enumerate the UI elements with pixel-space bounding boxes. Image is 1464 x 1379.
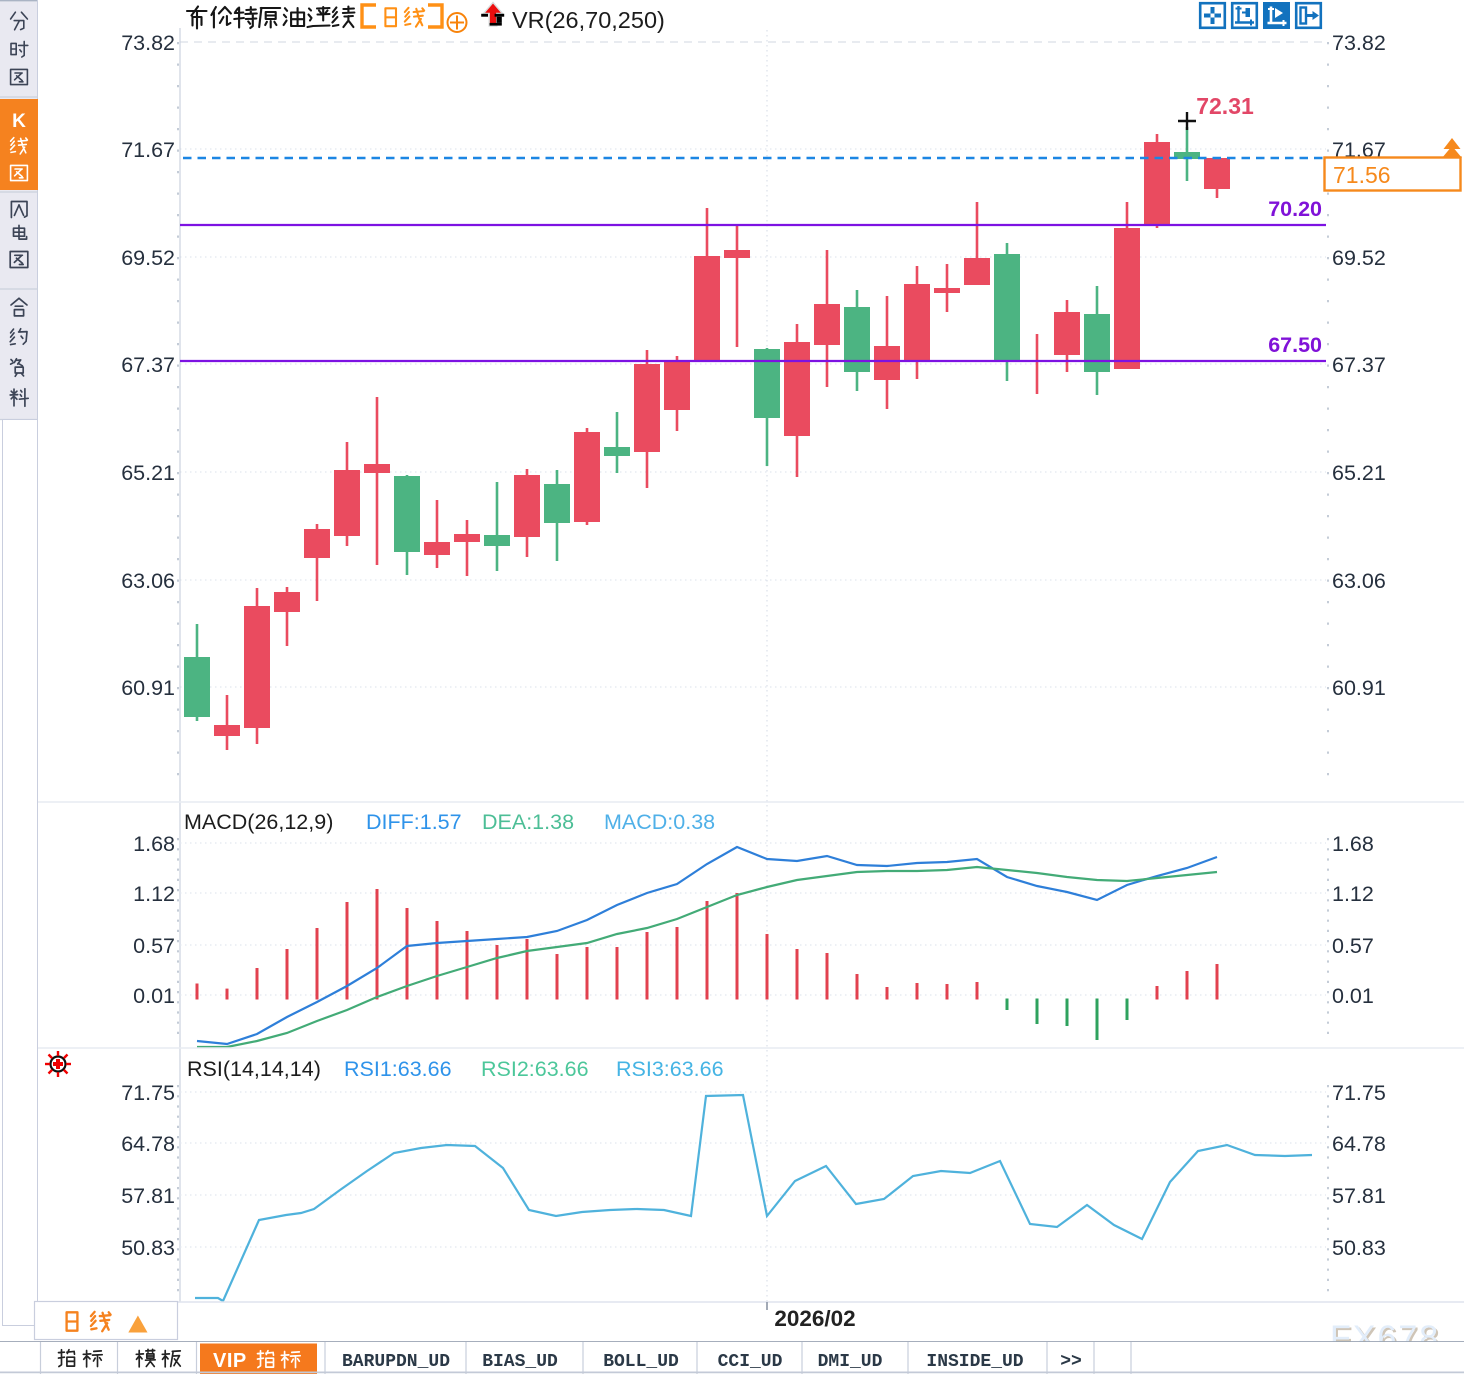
svg-text:50.83: 50.83	[1332, 1236, 1386, 1260]
svg-text:65.21: 65.21	[121, 461, 175, 485]
svg-text:RSI1:63.66: RSI1:63.66	[344, 1057, 452, 1081]
svg-text:72.31: 72.31	[1196, 93, 1254, 119]
svg-text:BIAS_UD: BIAS_UD	[482, 1352, 558, 1372]
svg-text:DMI_UD: DMI_UD	[818, 1352, 883, 1372]
svg-text:69.52: 69.52	[1332, 246, 1386, 270]
svg-text:60.91: 60.91	[121, 676, 175, 700]
svg-text:0.57: 0.57	[1332, 934, 1374, 958]
svg-text:71.67: 71.67	[121, 138, 175, 162]
svg-text:71.56: 71.56	[1333, 162, 1391, 188]
svg-text:1.68: 1.68	[1332, 832, 1374, 856]
svg-text:BARUPDN_UD: BARUPDN_UD	[342, 1352, 450, 1372]
svg-text:K: K	[12, 111, 26, 132]
svg-text:RSI(14,14,14): RSI(14,14,14)	[187, 1057, 321, 1081]
svg-text:73.82: 73.82	[1332, 31, 1386, 55]
svg-text:2026/02: 2026/02	[774, 1306, 855, 1331]
svg-text:DEA:1.38: DEA:1.38	[482, 810, 574, 834]
svg-text:63.06: 63.06	[1332, 569, 1386, 593]
svg-text:60.91: 60.91	[1332, 676, 1386, 700]
svg-text:MACD:0.38: MACD:0.38	[604, 810, 715, 834]
svg-text:0.01: 0.01	[133, 984, 175, 1008]
svg-text:71.75: 71.75	[1332, 1081, 1386, 1105]
svg-text:50.83: 50.83	[121, 1236, 175, 1260]
svg-text:67.50: 67.50	[1268, 333, 1322, 357]
svg-text:RSI2:63.66: RSI2:63.66	[481, 1057, 589, 1081]
svg-text:63.06: 63.06	[121, 569, 175, 593]
svg-text:57.81: 57.81	[1332, 1184, 1386, 1208]
svg-text:0.01: 0.01	[1332, 984, 1374, 1008]
svg-text:57.81: 57.81	[121, 1184, 175, 1208]
svg-text:64.78: 64.78	[1332, 1132, 1386, 1156]
svg-text:73.82: 73.82	[121, 31, 175, 55]
svg-text:71.75: 71.75	[121, 1081, 175, 1105]
svg-text:RSI3:63.66: RSI3:63.66	[616, 1057, 724, 1081]
svg-text:70.20: 70.20	[1268, 197, 1322, 221]
svg-text:0.57: 0.57	[133, 934, 175, 958]
svg-text:67.37: 67.37	[1332, 353, 1386, 377]
svg-text:BOLL_UD: BOLL_UD	[603, 1352, 679, 1372]
svg-text:64.78: 64.78	[121, 1132, 175, 1156]
svg-text:>>: >>	[1060, 1352, 1082, 1372]
svg-text:CCI_UD: CCI_UD	[718, 1352, 783, 1372]
svg-text:DIFF:1.57: DIFF:1.57	[366, 810, 462, 834]
svg-text:1.12: 1.12	[133, 882, 175, 906]
svg-text:MACD(26,12,9): MACD(26,12,9)	[184, 810, 333, 834]
svg-text:1.68: 1.68	[133, 832, 175, 856]
svg-text:65.21: 65.21	[1332, 461, 1386, 485]
svg-text:VR(26,70,250): VR(26,70,250)	[512, 7, 665, 33]
svg-text:67.37: 67.37	[121, 353, 175, 377]
svg-text:69.52: 69.52	[121, 246, 175, 270]
svg-text:VIP: VIP	[213, 1350, 247, 1372]
svg-text:INSIDE_UD: INSIDE_UD	[926, 1352, 1023, 1372]
svg-text:1.12: 1.12	[1332, 882, 1374, 906]
